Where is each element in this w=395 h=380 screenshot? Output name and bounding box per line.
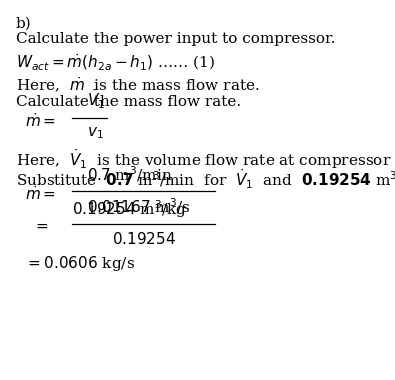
Text: $0.19254$ m$^3$/kg: $0.19254$ m$^3$/kg [72,198,187,220]
Text: $\dot{m} =$: $\dot{m} =$ [25,185,56,203]
Text: $=$: $=$ [33,218,49,233]
Text: $W_{act} = \dot{m}\left(h_{2a} - h_1\right)$ …… (1): $W_{act} = \dot{m}\left(h_{2a} - h_1\rig… [15,53,215,73]
Text: $0.01167$ m$^3$/s: $0.01167$ m$^3$/s [87,196,191,216]
Text: Here,  $\dot{V}_1$  is the volume flow rate at compressor inlet.: Here, $\dot{V}_1$ is the volume flow rat… [15,147,395,171]
Text: Calculate the mass flow rate.: Calculate the mass flow rate. [15,95,241,109]
Text: $v_1$: $v_1$ [87,125,104,141]
Text: Calculate the power input to compressor.: Calculate the power input to compressor. [15,32,335,46]
Text: $\dot{V}_1$: $\dot{V}_1$ [87,87,105,111]
Text: $0.19254$: $0.19254$ [112,231,176,247]
Text: $= 0.0606$ kg/s: $= 0.0606$ kg/s [25,254,135,273]
Text: $0.7$ m$^3$/min: $0.7$ m$^3$/min [87,164,173,184]
Text: Substitute  $\mathbf{0.7}$ m$^3$/min  for  $\dot{V}_1$  and  $\mathbf{0.19254}$ : Substitute $\mathbf{0.7}$ m$^3$/min for … [15,167,395,191]
Text: Here,  $\dot{m}$  is the mass flow rate.: Here, $\dot{m}$ is the mass flow rate. [15,75,259,95]
Text: $\dot{m} =$: $\dot{m} =$ [25,112,56,130]
Text: b): b) [15,17,31,31]
